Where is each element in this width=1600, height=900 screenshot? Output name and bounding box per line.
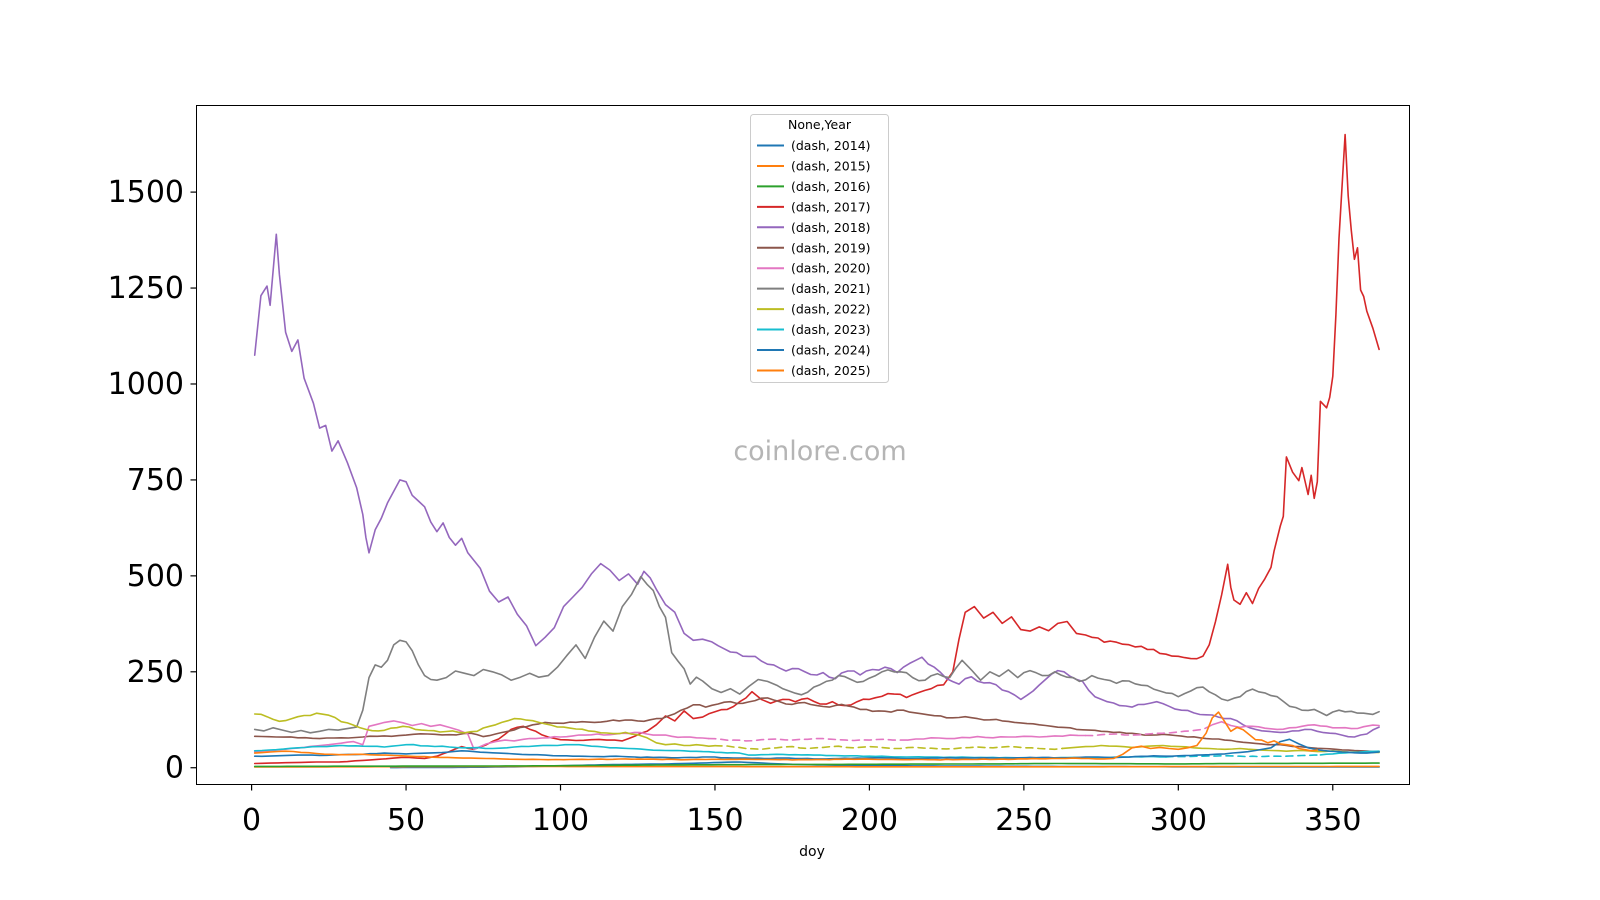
series-segment-2020 bbox=[1084, 723, 1214, 737]
y-axis-tick-label: 1000 bbox=[108, 367, 184, 402]
series-line-2016 bbox=[253, 762, 1380, 768]
watermark-text: coinlore.com bbox=[733, 436, 906, 467]
legend-label-2018: (dash, 2018) bbox=[791, 220, 871, 235]
x-axis-tick-label: 0 bbox=[242, 803, 261, 838]
series-segment-2016 bbox=[253, 762, 1380, 768]
series-line-2025 bbox=[253, 711, 1319, 761]
x-axis-tick-label: 200 bbox=[841, 803, 898, 838]
series-segment-2020 bbox=[707, 737, 909, 742]
x-axis-tick-label: 300 bbox=[1150, 803, 1207, 838]
y-axis-tick-label: 750 bbox=[127, 463, 184, 498]
legend-label-2022: (dash, 2022) bbox=[791, 302, 871, 317]
legend-label-2021: (dash, 2021) bbox=[791, 281, 871, 296]
x-axis-tick-label: 350 bbox=[1304, 803, 1361, 838]
series-segment-2023 bbox=[1165, 754, 1322, 758]
series-segment-2025 bbox=[253, 711, 1319, 761]
x-axis-tick-label: 50 bbox=[387, 803, 425, 838]
x-axis-tick-label: 150 bbox=[686, 803, 743, 838]
legend: None,Year (dash, 2014) (dash, 2015) (dash, … bbox=[750, 114, 889, 383]
series-line-2018 bbox=[253, 233, 1380, 738]
legend-label-2024: (dash, 2024) bbox=[791, 343, 871, 358]
y-axis-tick-label: 250 bbox=[127, 655, 184, 690]
series-segment-2020 bbox=[253, 720, 710, 753]
x-axis-label: doy bbox=[799, 844, 825, 860]
plot-border bbox=[196, 105, 1410, 785]
series-segment-2020 bbox=[1211, 720, 1380, 731]
legend-label-2023: (dash, 2023) bbox=[791, 322, 871, 337]
series-segment-2020 bbox=[907, 734, 1087, 741]
legend-label-2015: (dash, 2015) bbox=[791, 158, 871, 173]
series-line-2021 bbox=[253, 575, 1380, 734]
legend-label-2019: (dash, 2019) bbox=[791, 240, 871, 255]
series-segment-2022 bbox=[714, 744, 1064, 751]
series-segment-2022 bbox=[253, 712, 716, 748]
legend-label-2017: (dash, 2017) bbox=[791, 199, 871, 214]
series-line-2020 bbox=[253, 720, 1380, 753]
legend-label-2014: (dash, 2014) bbox=[791, 138, 871, 153]
x-axis-tick-label: 250 bbox=[995, 803, 1052, 838]
y-axis-tick-label: 0 bbox=[165, 751, 184, 786]
y-axis-tick-label: 1500 bbox=[108, 175, 184, 210]
x-axis-tick-label: 100 bbox=[532, 803, 589, 838]
y-axis-tick-label: 1250 bbox=[108, 271, 184, 306]
legend-title: None,Year bbox=[788, 117, 852, 132]
series-segment-2018 bbox=[253, 233, 1380, 738]
legend-box bbox=[750, 114, 889, 383]
legend-label-2020: (dash, 2020) bbox=[791, 261, 871, 276]
legend-label-2025: (dash, 2025) bbox=[791, 363, 871, 378]
y-axis-tick-label: 500 bbox=[127, 559, 184, 594]
legend-label-2016: (dash, 2016) bbox=[791, 179, 871, 194]
series-segment-2021 bbox=[253, 575, 1380, 734]
